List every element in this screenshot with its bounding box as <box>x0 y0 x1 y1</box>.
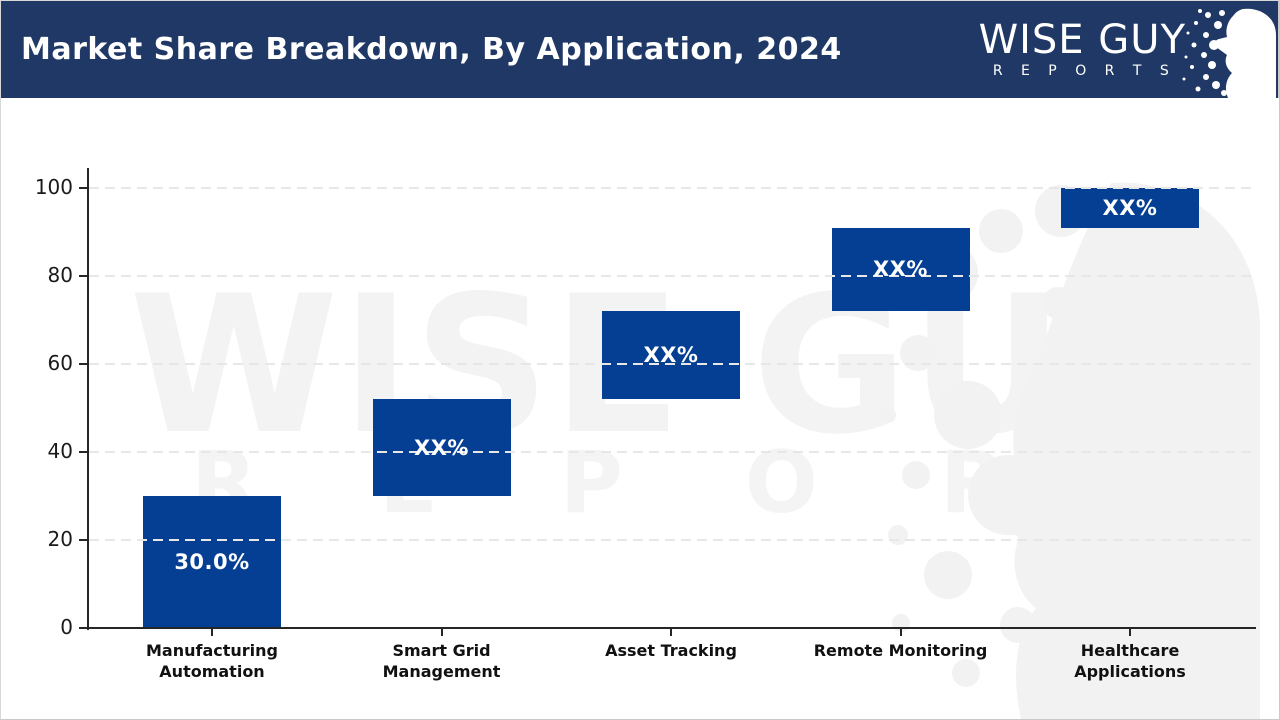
gridline-80 <box>89 275 1256 277</box>
x-category-label: Asset Tracking <box>605 641 737 660</box>
bar-value-label: XX% <box>414 435 469 460</box>
y-axis-line <box>87 168 89 630</box>
gridline-20 <box>89 539 1256 541</box>
y-tick-60 <box>79 363 89 365</box>
bar-segment <box>143 496 281 628</box>
x-axis-line <box>87 627 1256 629</box>
bar-segment <box>602 311 740 400</box>
y-tick-label-60: 60 <box>47 351 73 375</box>
y-tick-label-0: 0 <box>60 615 73 639</box>
x-category-label: Healthcare Applications <box>1074 641 1186 681</box>
logo-subtext: R E P O R T S <box>992 63 1176 79</box>
chart-title: Market Share Breakdown, By Application, … <box>21 32 842 67</box>
logo-wordmark: WISE GUY <box>978 17 1186 63</box>
gridline-100 <box>89 187 1256 189</box>
x-category-label: Smart Grid Management <box>382 641 501 681</box>
bar-segment <box>831 227 970 312</box>
bar-segment <box>1061 188 1199 228</box>
y-tick-0 <box>79 627 89 629</box>
bar-value-label: XX% <box>873 257 928 282</box>
x-tick <box>670 629 672 636</box>
bar-value-label: XX% <box>1102 195 1158 220</box>
y-tick-20 <box>79 539 89 541</box>
x-tick <box>1129 629 1131 636</box>
y-tick-label-20: 20 <box>47 527 73 551</box>
y-tick-40 <box>79 451 89 453</box>
y-tick-label-100: 100 <box>34 175 73 199</box>
bar-value-label: 30.0% <box>174 550 250 574</box>
watermark-face-icon <box>880 182 1260 719</box>
y-tick-80 <box>79 275 89 277</box>
chart-canvas: WISE GUY R E P O R T S 02040608010030.0%… <box>1 98 1279 719</box>
logo-wordmark-block: WISE GUY R E P O R T S <box>979 20 1186 79</box>
y-tick-label-80: 80 <box>47 263 73 287</box>
waterfall-chart: 0 20 40 60 80 100 30.0% Manufacturing Automatio… <box>1 98 1279 719</box>
y-tick-label-40: 40 <box>47 439 73 463</box>
x-category-label: Remote Monitoring <box>813 641 988 660</box>
x-category-label: Manufacturing Automation <box>146 641 278 681</box>
header-bar: Market Share Breakdown, By Application, … <box>1 1 1278 98</box>
bar-segment <box>372 399 511 496</box>
x-tick <box>899 629 902 636</box>
logo-face-icon <box>1182 8 1276 98</box>
bar-value-label: XX% <box>643 343 699 368</box>
gridline-40 <box>89 451 1256 453</box>
y-tick-100 <box>79 187 89 189</box>
gridline-60 <box>89 363 1256 365</box>
x-tick <box>211 629 213 636</box>
x-tick <box>440 629 443 636</box>
wiseguy-logo: WISE GUY R E P O R T S <box>979 1 1278 98</box>
